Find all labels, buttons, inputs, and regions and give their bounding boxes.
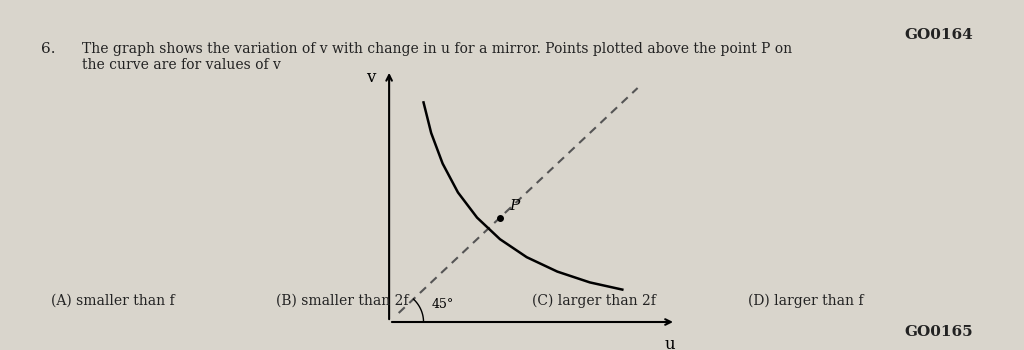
Text: P: P [510,199,520,213]
Text: u: u [665,336,676,350]
Text: v: v [367,69,376,86]
Text: (B) smaller than 2f: (B) smaller than 2f [276,294,409,308]
Text: The graph shows the variation of v with change in u for a mirror. Points plotted: The graph shows the variation of v with … [82,42,792,72]
Text: 45°: 45° [431,298,454,310]
Text: GO0164: GO0164 [904,28,973,42]
Text: (C) larger than 2f: (C) larger than 2f [532,294,656,308]
Text: 6.: 6. [41,42,55,56]
Text: (A) smaller than f: (A) smaller than f [51,294,175,308]
Text: GO0165: GO0165 [904,326,973,340]
Text: (D) larger than f: (D) larger than f [748,294,863,308]
